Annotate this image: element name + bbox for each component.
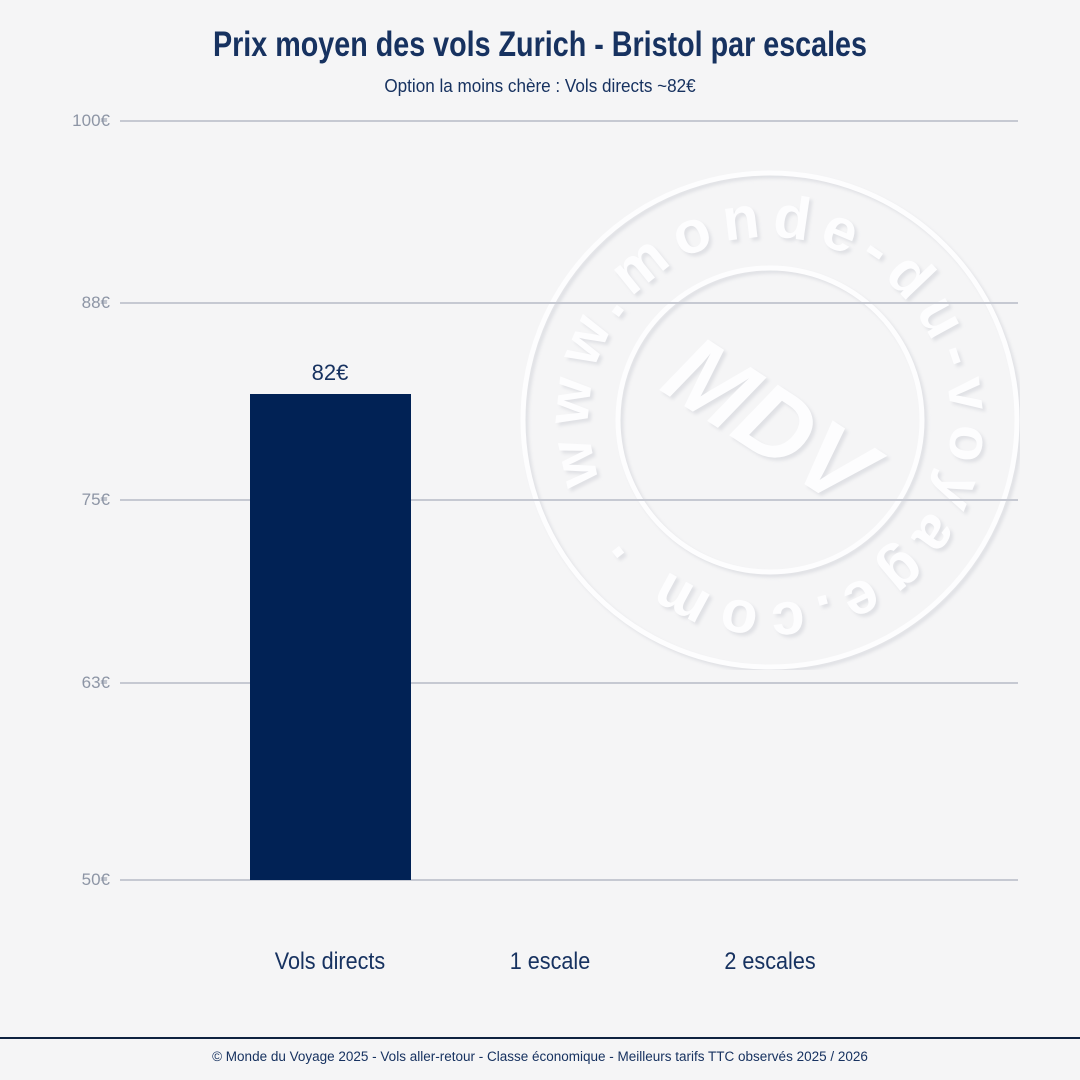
chart-subtitle: Option la moins chère : Vols directs ~82… — [384, 76, 696, 96]
x-label-2-escales: 2 escales — [724, 948, 816, 975]
x-label-1-escale: 1 escale — [509, 948, 591, 975]
gridline-75 — [120, 499, 1018, 502]
footer-text: © Monde du Voyage 2025 - Vols aller-reto… — [212, 1049, 868, 1064]
y-tick-label-88: 88€ — [81, 292, 110, 312]
gridline-88 — [120, 301, 1018, 304]
gridline-50 — [120, 879, 1018, 881]
gridline-63 — [120, 681, 1018, 684]
y-tick-label-50: 50€ — [81, 870, 110, 889]
bar-value-label-vols-directs: 82€ — [311, 359, 349, 385]
gridline-100 — [120, 119, 1018, 122]
x-label-vols-directs: Vols directs — [274, 948, 386, 975]
chart-title: Prix moyen des vols Zurich - Bristol par… — [212, 25, 867, 64]
bar-vols-directs — [249, 393, 411, 880]
y-tick-label-75: 75€ — [81, 490, 110, 510]
footer-divider — [0, 1037, 1080, 1039]
y-tick-label-63: 63€ — [81, 672, 110, 692]
y-tick-label-100: 100€ — [72, 110, 110, 130]
